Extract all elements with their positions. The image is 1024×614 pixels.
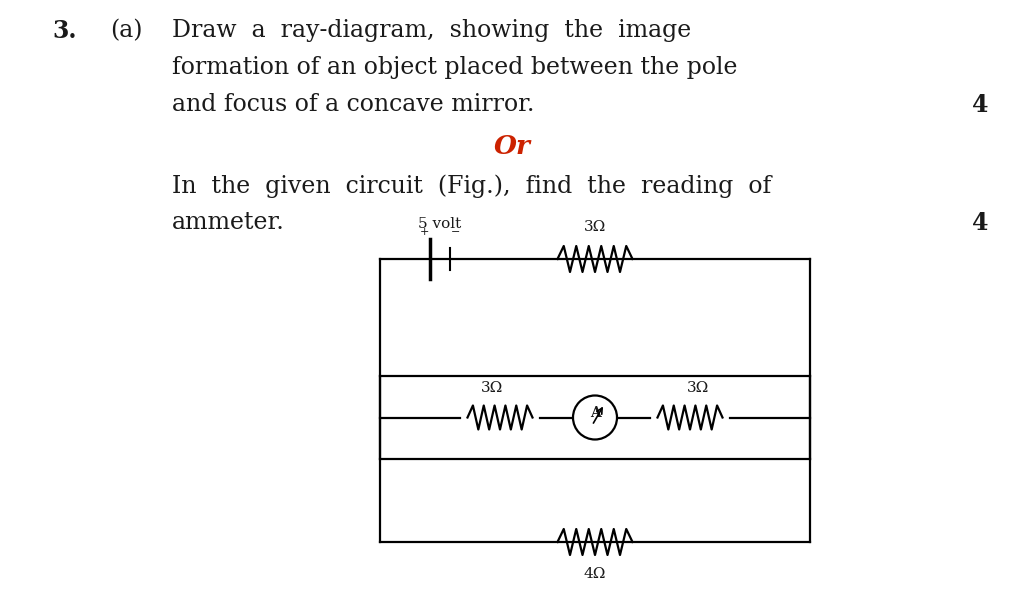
Text: In  the  given  circuit  (Fig.),  find  the  reading  of: In the given circuit (Fig.), find the re… (172, 174, 771, 198)
Text: and focus of a concave mirror.: and focus of a concave mirror. (172, 93, 535, 116)
Text: Or: Or (494, 134, 530, 159)
Text: −: − (452, 227, 461, 237)
Text: A: A (590, 405, 600, 419)
Text: 3Ω: 3Ω (481, 381, 503, 395)
Text: 3Ω: 3Ω (584, 220, 606, 234)
Text: Draw  a  ray-diagram,  showing  the  image: Draw a ray-diagram, showing the image (172, 19, 691, 42)
Text: 5 volt: 5 volt (419, 217, 462, 231)
Text: 4: 4 (972, 93, 988, 117)
Text: 3Ω: 3Ω (687, 381, 710, 395)
Text: (a): (a) (110, 19, 142, 42)
Text: +: + (419, 227, 429, 237)
Text: 4: 4 (972, 211, 988, 235)
Text: ammeter.: ammeter. (172, 211, 285, 234)
Circle shape (573, 395, 617, 440)
Text: 4Ω: 4Ω (584, 567, 606, 581)
Text: formation of an object placed between the pole: formation of an object placed between th… (172, 56, 737, 79)
Text: 3.: 3. (52, 19, 77, 43)
